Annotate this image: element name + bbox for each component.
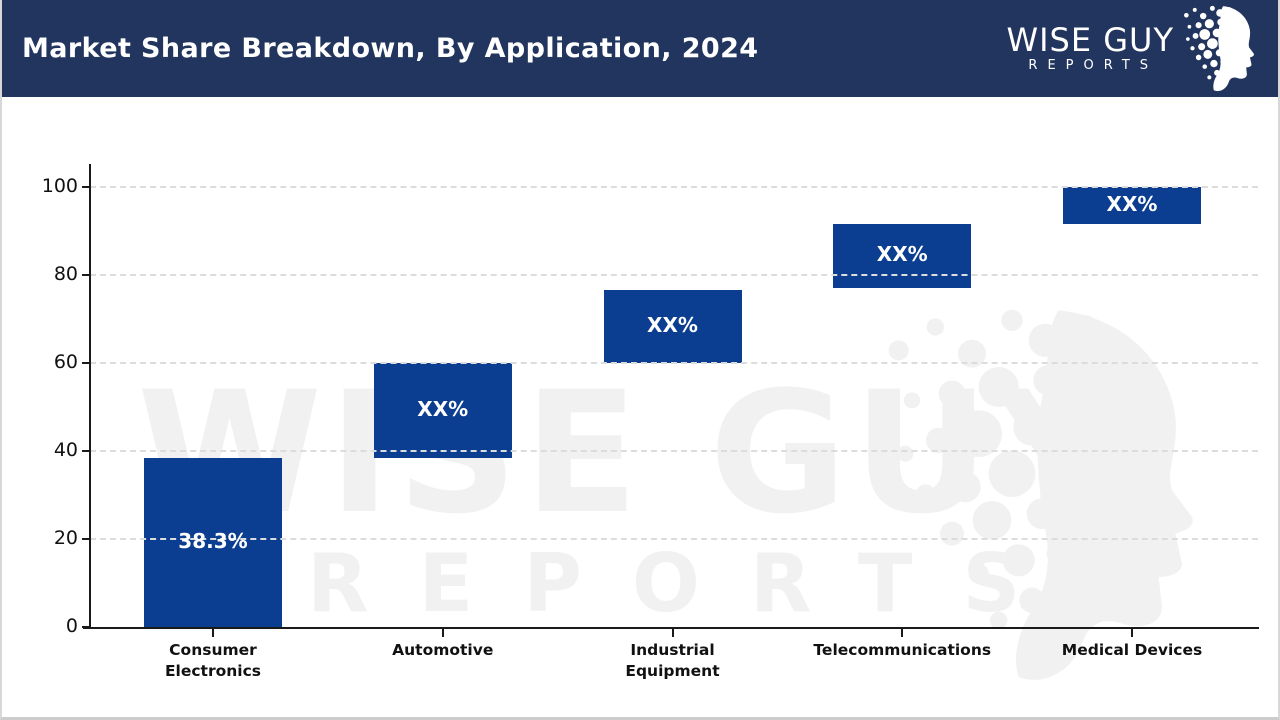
y-tick-label-20: 20: [53, 527, 78, 549]
x-tick-mark-4: [901, 629, 904, 637]
bar-automotive: [373, 363, 512, 459]
bar-telecommunications: [833, 224, 972, 289]
page-title: Market Share Breakdown, By Application, …: [22, 33, 759, 64]
category-label-line: Industrial: [630, 641, 715, 659]
header-bar: Market Share Breakdown, By Application, …: [2, 0, 1278, 97]
category-label-line: Consumer: [169, 641, 257, 659]
y-tick-mark-100: [82, 186, 90, 188]
waterfall-chart: WISE GUY REPORTS 38.3% XX% XX% XX% XX% 0 20 40 6…: [2, 97, 1278, 717]
logo-wordmark: WISE GUY: [1006, 21, 1174, 60]
bar-value-label: XX%: [876, 242, 928, 267]
y-tick-label-60: 60: [53, 351, 78, 373]
category-label-industrial-equipment: Industrial Equipment: [558, 640, 788, 682]
category-label-line: Electronics: [164, 661, 262, 680]
category-label-consumer-electronics: Consumer Electronics: [98, 640, 328, 682]
category-label-medical-devices: Medical Devices: [1017, 640, 1247, 661]
category-label-telecommunications: Telecommunications: [787, 640, 1017, 661]
gridline-y-100: [90, 186, 1258, 188]
y-tick-label-80: 80: [53, 263, 78, 285]
bar-value-label: 38.3%: [178, 528, 248, 553]
category-label-automotive: Automotive: [328, 640, 558, 661]
y-axis-line: [89, 164, 91, 629]
gridline-y-60: [90, 362, 1258, 364]
y-tick-mark-0: [82, 626, 90, 628]
dotted-face-profile-icon: [1184, 5, 1254, 91]
category-label-line: Telecommunications: [813, 641, 992, 659]
x-tick-mark-1: [212, 629, 214, 637]
bar-medical-devices: [1063, 187, 1201, 225]
gridline-y-80: [90, 274, 1258, 276]
bar-value-label: XX%: [1106, 191, 1158, 216]
category-label-line: Automotive: [392, 641, 494, 659]
x-tick-mark-2: [441, 629, 444, 637]
logo-text: WISE GUY REPORTS: [1006, 24, 1174, 72]
x-axis-line: [83, 627, 1259, 629]
y-tick-mark-40: [82, 450, 90, 452]
y-tick-mark-80: [82, 274, 90, 276]
y-tick-label-100: 100: [41, 175, 78, 197]
watermark-subtitle: REPORTS: [307, 537, 1071, 630]
watermark-face-profile-icon: [888, 309, 1193, 680]
category-label-line: Equipment: [625, 661, 720, 680]
bar-consumer-electronics: [144, 458, 282, 627]
category-label-line: Medical Devices: [1061, 641, 1203, 659]
y-tick-label-40: 40: [53, 439, 78, 461]
bar-value-label: XX%: [417, 396, 469, 421]
bar-value-label: XX%: [647, 312, 698, 337]
y-tick-mark-60: [82, 362, 90, 364]
y-tick-label-0: 0: [65, 615, 78, 637]
x-tick-mark-3: [671, 629, 674, 637]
gridline-y-20: [90, 538, 1258, 540]
wise-guy-reports-logo: WISE GUY REPORTS: [1006, 3, 1258, 95]
logo-subtitle: REPORTS: [1028, 57, 1159, 73]
y-tick-mark-20: [82, 538, 90, 540]
gridline-y-40: [90, 450, 1258, 452]
bar-industrial-equipment: [603, 290, 742, 363]
x-tick-mark-5: [1131, 629, 1133, 637]
